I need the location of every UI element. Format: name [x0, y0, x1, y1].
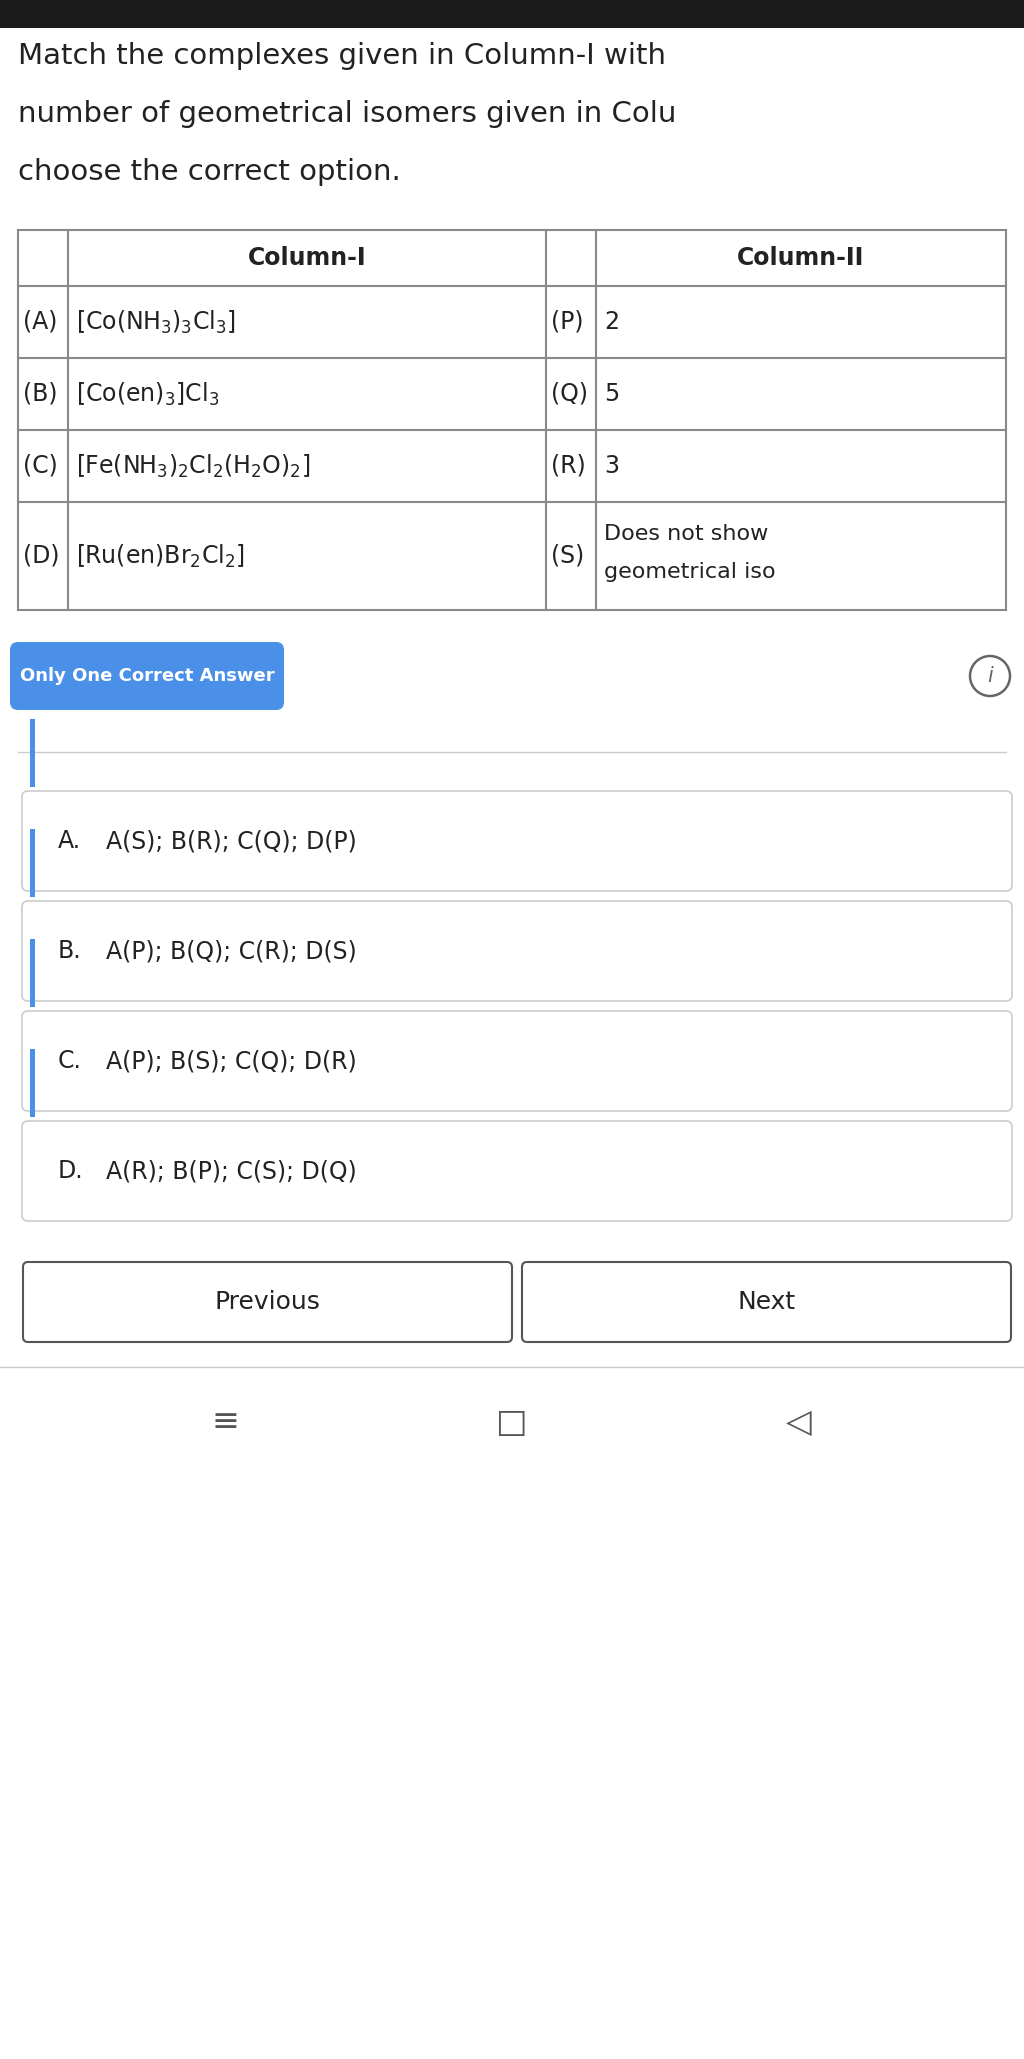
Text: (A): (A)	[23, 311, 57, 334]
Text: B.: B.	[58, 939, 82, 964]
Text: (P): (P)	[551, 311, 584, 334]
Text: Next: Next	[737, 1291, 796, 1314]
Text: D.: D.	[58, 1159, 84, 1184]
Text: A(R); B(P); C(S); D(Q): A(R); B(P); C(S); D(Q)	[106, 1159, 356, 1184]
Text: choose the correct option.: choose the correct option.	[18, 159, 400, 185]
Text: (Q): (Q)	[551, 383, 588, 406]
Text: [Co(en)$_3$]Cl$_3$: [Co(en)$_3$]Cl$_3$	[76, 381, 219, 408]
Text: □: □	[497, 1406, 527, 1439]
Text: A.: A.	[58, 830, 81, 852]
Text: Only One Correct Answer: Only One Correct Answer	[19, 667, 274, 686]
Text: ≡: ≡	[211, 1406, 240, 1439]
FancyBboxPatch shape	[22, 1120, 1012, 1221]
Text: A(P); B(Q); C(R); D(S): A(P); B(Q); C(R); D(S)	[106, 939, 356, 964]
Text: number of geometrical isomers given in Colu: number of geometrical isomers given in C…	[18, 101, 677, 128]
Text: Does not show: Does not show	[604, 523, 768, 544]
Text: geometrical iso: geometrical iso	[604, 562, 775, 583]
Bar	[30, 939, 35, 1007]
Bar	[0, 0, 1024, 29]
Text: A(P); B(S); C(Q); D(R): A(P); B(S); C(Q); D(R)	[106, 1048, 356, 1073]
Bar	[30, 830, 35, 898]
Bar	[30, 1048, 35, 1116]
FancyBboxPatch shape	[10, 642, 284, 710]
FancyBboxPatch shape	[22, 791, 1012, 892]
Text: [Co(NH$_3$)$_3$Cl$_3$]: [Co(NH$_3$)$_3$Cl$_3$]	[76, 309, 236, 336]
Text: [Ru(en)Br$_2$Cl$_2$]: [Ru(en)Br$_2$Cl$_2$]	[76, 542, 245, 570]
Text: (C): (C)	[23, 453, 57, 478]
Text: Previous: Previous	[215, 1291, 321, 1314]
Text: (R): (R)	[551, 453, 586, 478]
Bar	[30, 719, 35, 787]
Text: 2: 2	[604, 311, 618, 334]
Text: 3: 3	[604, 453, 618, 478]
Text: A(S); B(R); C(Q); D(P): A(S); B(R); C(Q); D(P)	[106, 830, 356, 852]
Text: i: i	[987, 665, 993, 686]
FancyBboxPatch shape	[22, 902, 1012, 1001]
FancyBboxPatch shape	[23, 1262, 512, 1342]
Bar	[18, 231, 1006, 609]
Text: Column-II: Column-II	[737, 245, 864, 270]
Text: Match the complexes given in Column-I with: Match the complexes given in Column-I wi…	[18, 41, 666, 70]
Text: Column-I: Column-I	[248, 245, 367, 270]
Text: 5: 5	[604, 383, 620, 406]
Text: (S): (S)	[551, 544, 585, 568]
Text: C.: C.	[58, 1048, 82, 1073]
FancyBboxPatch shape	[22, 1011, 1012, 1112]
Text: (D): (D)	[23, 544, 59, 568]
Text: [Fe(NH$_3$)$_2$Cl$_2$(H$_2$O)$_2$]: [Fe(NH$_3$)$_2$Cl$_2$(H$_2$O)$_2$]	[76, 453, 310, 480]
FancyBboxPatch shape	[522, 1262, 1011, 1342]
Text: (B): (B)	[23, 383, 57, 406]
Text: ◁: ◁	[785, 1406, 812, 1439]
